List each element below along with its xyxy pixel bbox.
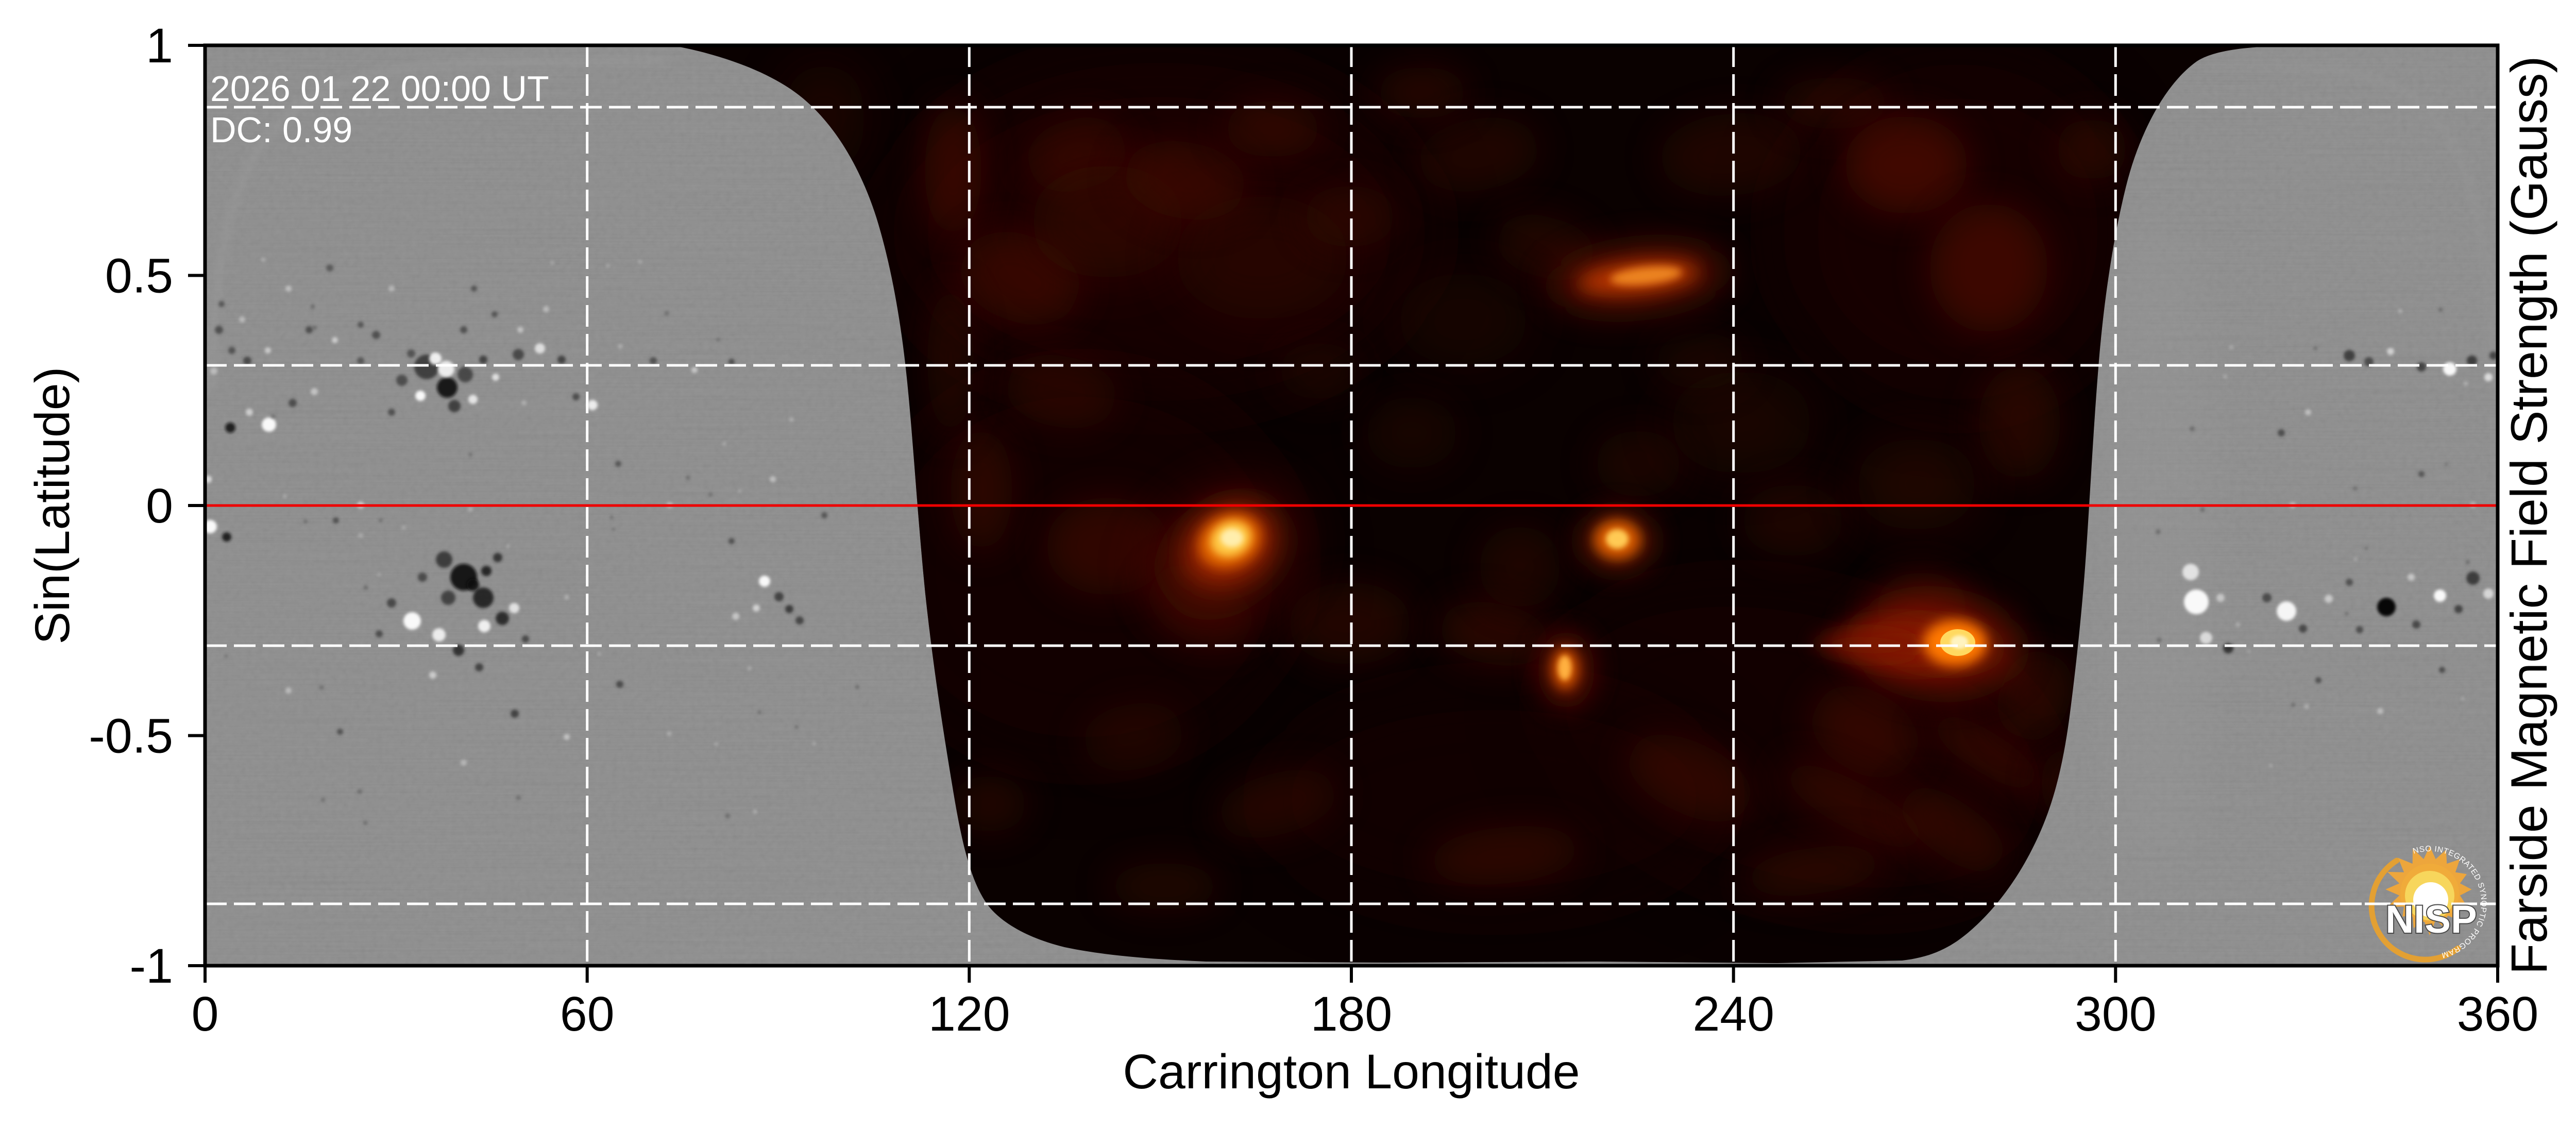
svg-text:0.5: 0.5 bbox=[105, 249, 173, 304]
svg-text:Carrington Longitude: Carrington Longitude bbox=[1123, 1045, 1580, 1099]
svg-text:180: 180 bbox=[1311, 987, 1393, 1041]
svg-text:Sin(Latitude): Sin(Latitude) bbox=[25, 367, 80, 645]
svg-text:DC: 0.99: DC: 0.99 bbox=[210, 110, 352, 150]
svg-text:60: 60 bbox=[560, 987, 615, 1041]
svg-text:360: 360 bbox=[2457, 987, 2539, 1041]
svg-text:1: 1 bbox=[146, 19, 173, 73]
svg-text:0: 0 bbox=[146, 479, 173, 533]
svg-text:-0.5: -0.5 bbox=[89, 709, 173, 764]
svg-text:Farside Magnetic Field Strengt: Farside Magnetic Field Strength (Gauss) bbox=[2500, 56, 2557, 975]
svg-text:NISP: NISP bbox=[2385, 898, 2477, 941]
svg-text:120: 120 bbox=[928, 987, 1010, 1041]
svg-text:240: 240 bbox=[1692, 987, 1774, 1041]
svg-text:0: 0 bbox=[192, 987, 219, 1041]
svg-text:2026 01 22 00:00 UT: 2026 01 22 00:00 UT bbox=[210, 69, 549, 109]
svg-text:300: 300 bbox=[2075, 987, 2157, 1041]
svg-text:-1: -1 bbox=[130, 939, 173, 994]
